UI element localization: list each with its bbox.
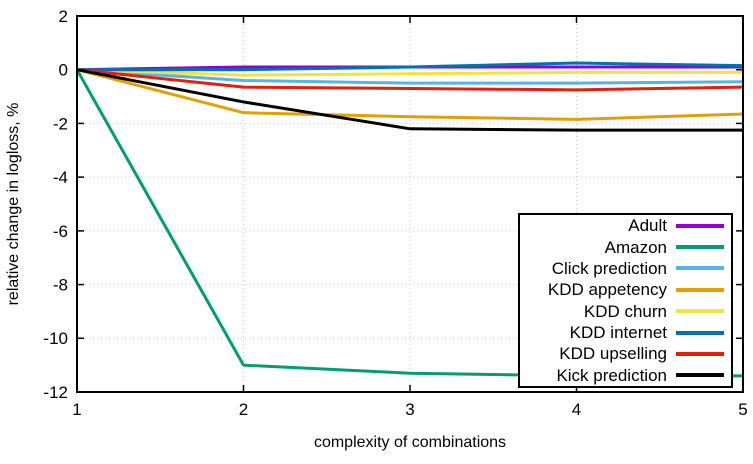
legend-item-kdd-internet: KDD internet	[520, 322, 731, 343]
y-tick-label: 0	[59, 61, 68, 80]
series-line-kdd-upselling	[76, 68, 744, 92]
legend-line-sample	[676, 245, 724, 250]
legend-item-kdd-appetency: KDD appetency	[520, 279, 731, 300]
legend-item-amazon: Amazon	[520, 237, 731, 258]
y-tick-label: 2	[59, 7, 68, 26]
x-tick-label: 3	[405, 400, 414, 419]
x-axis-label: complexity of combinations	[313, 434, 507, 451]
series-line-kdd-internet	[77, 61, 744, 72]
legend-item-kdd-upselling: KDD upselling	[520, 343, 731, 364]
legend-line-sample	[676, 287, 724, 292]
legend-item-adult: Adult	[520, 215, 731, 236]
legend-line-sample	[676, 351, 724, 356]
legend-label: KDD internet	[569, 323, 667, 343]
y-tick-label: -8	[53, 276, 68, 295]
legend-line-sample	[676, 309, 724, 314]
y-tick-label: -4	[53, 168, 68, 187]
y-axis-label: relative change in logloss, %	[5, 102, 22, 306]
legend-line-sample	[676, 223, 724, 228]
legend-line-sample	[676, 266, 724, 271]
legend-item-kick-prediction: Kick prediction	[520, 365, 731, 386]
legend-label: KDD upselling	[559, 344, 667, 364]
y-tick-label: -6	[53, 222, 68, 241]
series-line-kdd-appetency	[76, 68, 744, 121]
legend-label: Click prediction	[551, 258, 667, 278]
legend-line-sample	[676, 330, 724, 335]
series-line-click-prediction	[76, 68, 744, 85]
legend-label: KDD appetency	[547, 280, 667, 300]
x-tick-label: 2	[239, 400, 248, 419]
y-tick-label: -10	[43, 329, 68, 348]
legend-item-kdd-churn: KDD churn	[520, 301, 731, 322]
x-tick-label: 4	[572, 400, 581, 419]
legend-label: Adult	[628, 216, 667, 236]
legend-item-click-prediction: Click prediction	[520, 258, 731, 279]
series-line-kdd-churn	[76, 68, 743, 77]
series-line-kick-prediction	[76, 68, 743, 132]
x-tick-label: 1	[72, 400, 81, 419]
legend-label: Kick prediction	[556, 365, 667, 385]
y-tick-label: -12	[43, 383, 68, 402]
y-tick-label: -2	[53, 114, 68, 133]
legend-line-sample	[676, 373, 724, 378]
legend-label: Amazon	[604, 237, 667, 257]
legend: Adult Amazon Click prediction KDD appete…	[518, 213, 733, 388]
x-tick-label: 5	[738, 400, 747, 419]
legend-label: KDD churn	[583, 301, 667, 321]
